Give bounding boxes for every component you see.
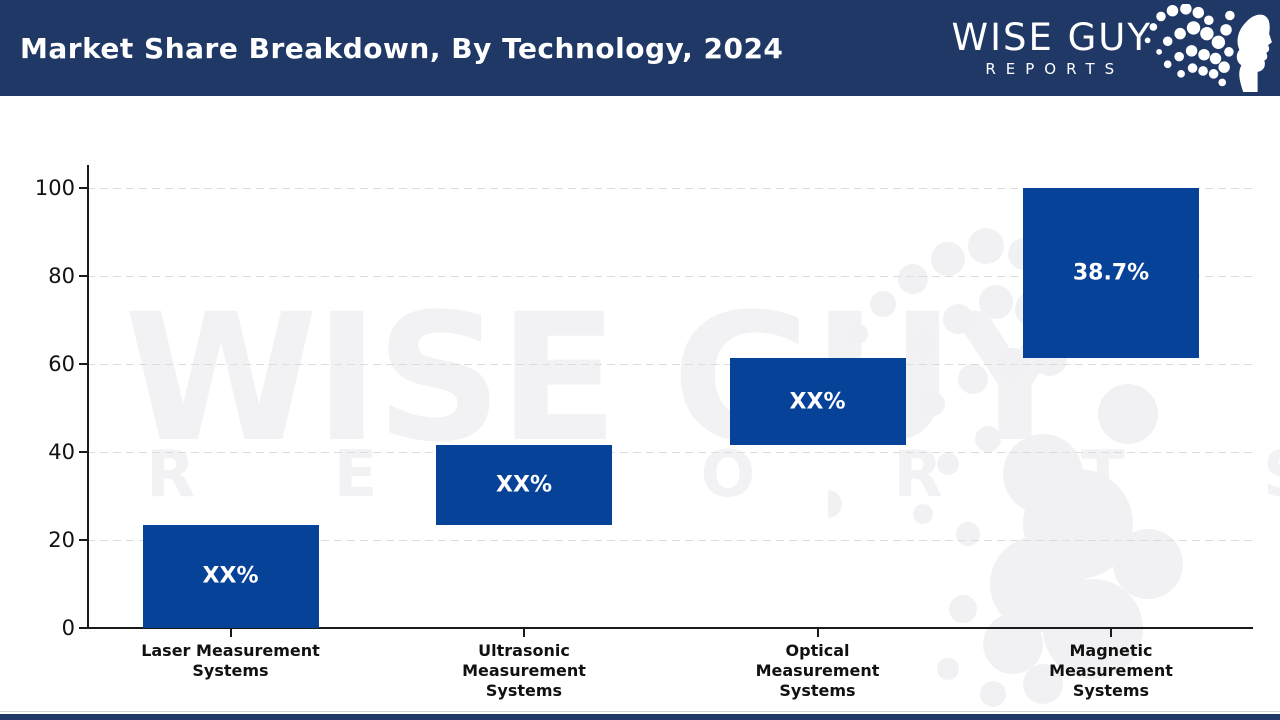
gridline-100	[87, 188, 1253, 189]
logo-subtitle: REPORTS	[985, 59, 1125, 78]
x-tick	[523, 629, 525, 637]
logo-wordmark: WISE GUY	[951, 15, 1152, 59]
y-tick-60	[79, 363, 87, 365]
x-category-label: Ultrasonic Measurement Systems	[462, 641, 586, 700]
bar-value-label: 38.7%	[1072, 260, 1150, 286]
gridline-40	[87, 452, 1253, 453]
bar-value-label: XX%	[202, 563, 259, 589]
x-tick	[816, 629, 819, 637]
bar-value-label: XX%	[496, 472, 552, 498]
x-tick	[229, 629, 232, 637]
logo-text: WISE GUY REPORTS	[951, 15, 1152, 78]
bar-segment	[436, 445, 612, 525]
footer-bar	[0, 714, 1280, 720]
x-category-label: Optical Measurement Systems	[755, 641, 880, 700]
y-tick-label-60: 60	[48, 352, 75, 376]
y-tick-label-100: 100	[34, 176, 75, 200]
y-axis-line	[87, 165, 89, 629]
y-tick-20	[79, 539, 87, 541]
y-tick-80	[79, 275, 87, 277]
x-tick	[1110, 629, 1112, 637]
wiseguy-logo: WISE GUY REPORTS	[952, 4, 1280, 92]
y-tick-100	[79, 187, 87, 189]
y-tick-label-20: 20	[48, 528, 75, 552]
bar-value-label: XX%	[789, 389, 846, 415]
page-title: Market Share Breakdown, By Technology, 2…	[20, 31, 784, 65]
header-bar: Market Share Breakdown, By Technology, 2…	[0, 0, 1280, 96]
logo-face-icon	[1144, 4, 1272, 92]
x-category-label: Laser Measurement Systems	[141, 641, 320, 680]
gridline-60	[87, 364, 1253, 365]
gridline-20	[87, 540, 1253, 541]
y-tick-label-40: 40	[48, 440, 75, 464]
gridline-80	[87, 276, 1253, 277]
x-category-label: Magnetic Measurement Systems	[1049, 641, 1173, 700]
bar-segment	[142, 524, 319, 628]
bar-segment	[729, 358, 906, 446]
y-tick-label-80: 80	[48, 264, 75, 288]
y-tick-40	[79, 451, 87, 453]
footer-divider	[0, 711, 1280, 712]
chart-area: WISE GUY R E P O R T S 0 20 40 60 80 100 XX% La…	[0, 96, 1280, 711]
watermark-head-icon	[828, 228, 1183, 707]
x-axis-line	[87, 627, 1253, 629]
bar-segment	[1023, 188, 1199, 359]
bar-chart: 0 20 40 60 80 100 XX% Laser Measurement Systems X…	[0, 96, 1280, 711]
y-tick-0	[79, 627, 87, 629]
y-tick-label-0: 0	[61, 616, 75, 640]
